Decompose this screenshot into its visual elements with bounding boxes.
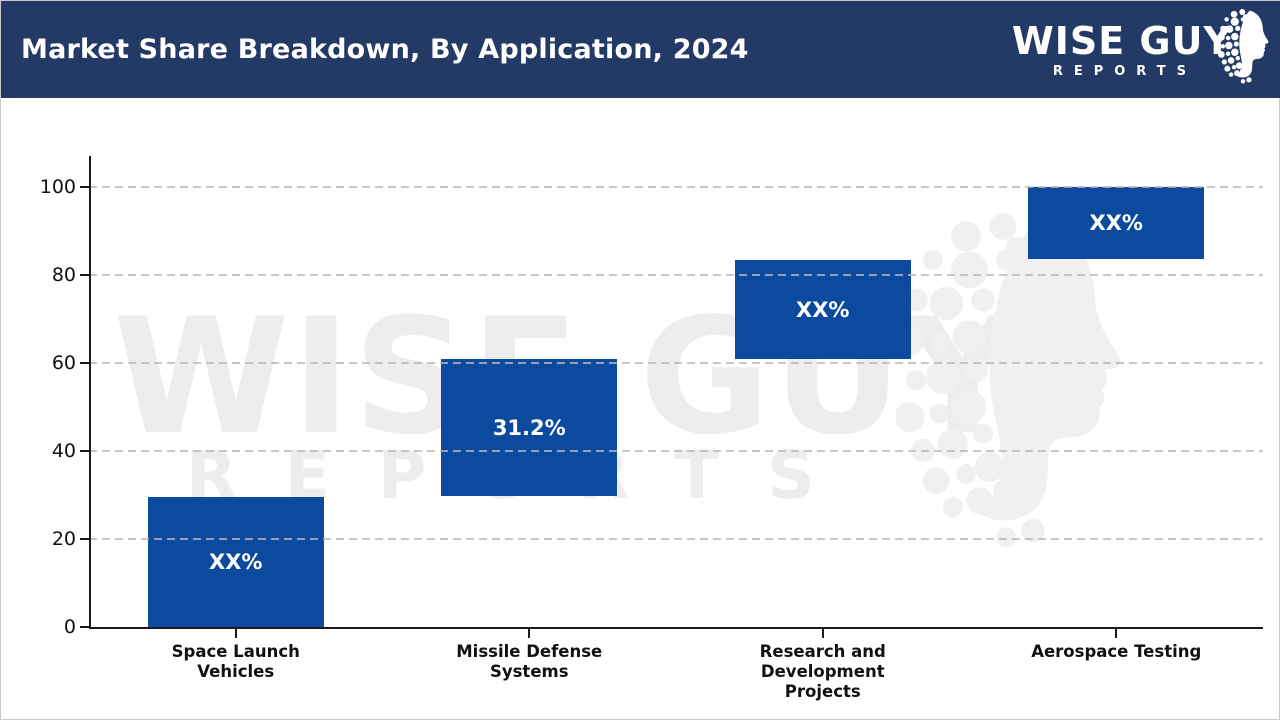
x-tick-mark	[234, 629, 237, 638]
x-category-label-line: Development	[760, 662, 885, 681]
y-axis-line	[89, 156, 91, 629]
x-category-label: Aerospace Testing	[986, 642, 1246, 662]
x-category-label-line: Aerospace Testing	[1031, 642, 1202, 661]
x-tick-mark	[821, 629, 824, 638]
y-tick-label-20: 20	[51, 528, 76, 550]
y-tick-mark-60	[80, 362, 89, 364]
x-category-label: Research and Development Projects	[693, 642, 953, 702]
y-tick-mark-40	[80, 450, 89, 452]
y-tick-label-60: 60	[51, 352, 76, 374]
x-category-label-line: Space Launch	[171, 642, 300, 661]
bar-value-label: 31.2%	[492, 415, 566, 440]
bar-value-label: XX%	[1089, 210, 1143, 235]
gridline-40	[89, 450, 1263, 452]
x-tick-mark	[1115, 629, 1118, 638]
gridline-20	[89, 538, 1263, 540]
logo-text: WISE GUY REPORTS	[1012, 21, 1232, 79]
y-tick-label-100: 100	[39, 176, 76, 198]
y-tick-mark-0	[80, 626, 89, 628]
gridline-60	[89, 362, 1263, 364]
x-category-label: Space Launch Vehicles	[106, 642, 366, 682]
y-tick-mark-20	[80, 538, 89, 540]
gridline-100	[89, 186, 1263, 188]
y-tick-mark-100	[80, 186, 89, 188]
x-category-label-line: Projects	[784, 682, 861, 701]
header-bar: Market Share Breakdown, By Application, …	[1, 1, 1280, 98]
y-tick-label-0: 0	[63, 616, 76, 638]
gridline-80	[89, 274, 1263, 276]
bar-value-label: XX%	[796, 297, 850, 322]
bar-segment	[734, 260, 911, 360]
bar-value-label: XX%	[209, 549, 263, 574]
bar-segment	[147, 496, 324, 627]
y-tick-label-80: 80	[51, 264, 76, 286]
x-category-label-line: Research and	[759, 642, 886, 661]
x-category-label-line: Missile Defense	[456, 642, 603, 661]
x-axis-line	[89, 627, 1263, 629]
x-tick-mark	[528, 629, 531, 638]
x-category-label-line: Systems	[489, 662, 569, 681]
page-title: Market Share Breakdown, By Application, …	[21, 34, 749, 65]
bar-segment	[1028, 187, 1205, 259]
y-tick-label-40: 40	[51, 440, 76, 462]
wise-guy-logo: WISE GUY REPORTS	[1012, 8, 1271, 92]
x-category-label-line: Vehicles	[197, 662, 275, 681]
y-tick-mark-80	[80, 274, 89, 276]
logo-subtext: REPORTS	[1052, 64, 1197, 79]
logo-wordmark: WISE GUY	[1011, 19, 1232, 63]
x-category-label: Missile Defense Systems	[399, 642, 659, 682]
bar-segment	[441, 359, 618, 497]
